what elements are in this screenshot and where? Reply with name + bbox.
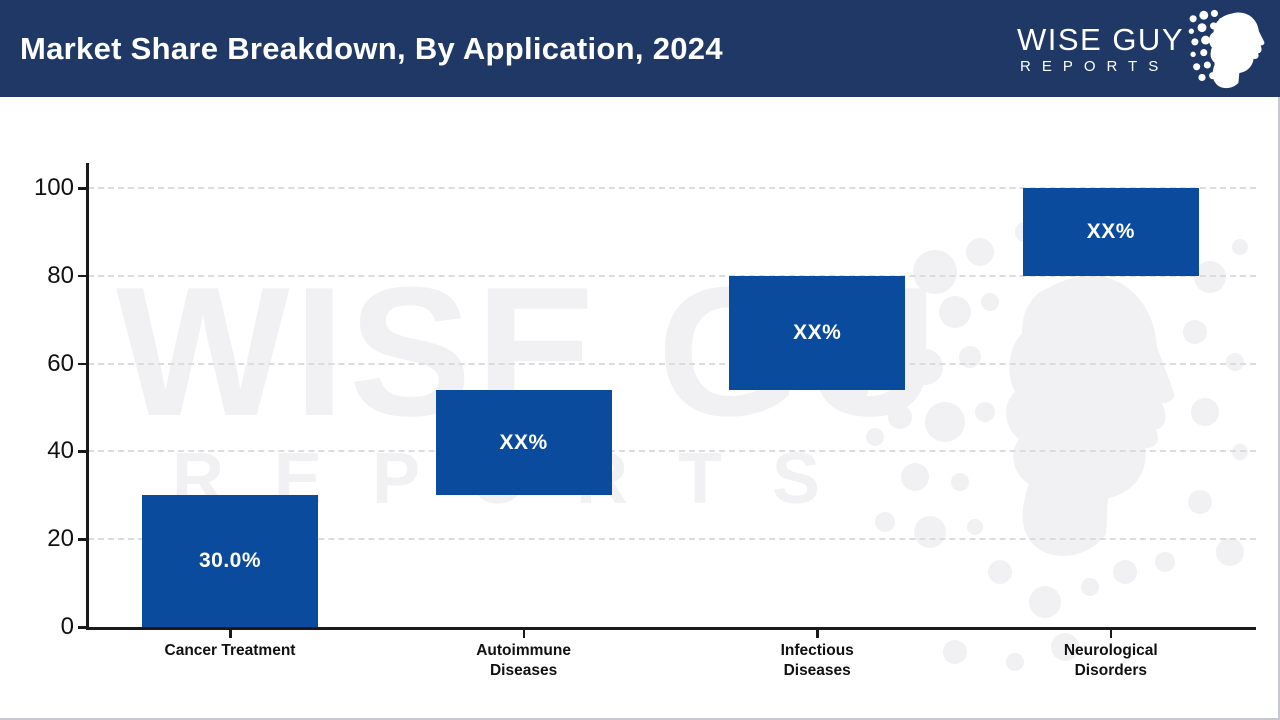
plot: 0 20 40 60 80 100 30.0% Cancer Treatment XX% Auto… xyxy=(0,97,1278,718)
y-axis-tick xyxy=(78,187,88,190)
logo-wordmark-main: WISE GUY xyxy=(1016,21,1184,57)
category-label-line: Autoimmune xyxy=(476,642,571,659)
x-axis-tick xyxy=(816,630,819,638)
category-label-autoimmune-diseases: Autoimmune Diseases xyxy=(404,641,644,681)
bar-autoimmune-diseases: XX% xyxy=(435,389,612,496)
category-label-line: Cancer Treatment xyxy=(164,642,296,659)
gridline-100 xyxy=(88,187,1256,189)
y-axis-tick xyxy=(78,274,88,278)
x-axis-tick xyxy=(229,630,232,638)
y-axis-tick xyxy=(78,450,88,453)
y-axis-tick xyxy=(78,362,88,366)
category-label-cancer-treatment: Cancer Treatment xyxy=(110,641,350,661)
y-axis-line xyxy=(86,163,89,630)
y-axis-tick xyxy=(78,538,88,541)
bar-cancer-treatment: 30.0% xyxy=(142,495,318,627)
category-label-line: Neurological xyxy=(1063,642,1158,659)
y-axis-tick-label: 100 xyxy=(33,174,74,201)
y-axis-tick xyxy=(78,626,88,629)
category-label-line: Disorders xyxy=(1074,662,1147,679)
logo-face-icon xyxy=(1188,9,1265,88)
y-axis-tick-label: 40 xyxy=(47,437,74,465)
gridline-60 xyxy=(88,362,1256,365)
page-title: Market Share Breakdown, By Application, … xyxy=(20,30,723,66)
y-axis-tick-label: 60 xyxy=(47,349,74,377)
x-axis-tick xyxy=(1109,630,1113,638)
logo-wordmark: WISE GUY REPORTS xyxy=(1017,24,1184,74)
bar-value-label: XX% xyxy=(793,320,842,344)
bar-neurological-disorders: XX% xyxy=(1022,188,1199,276)
x-axis-line xyxy=(86,627,1256,630)
bar-infectious-diseases: XX% xyxy=(729,275,906,390)
y-axis-tick-label: 80 xyxy=(47,261,74,289)
y-axis-tick-label: 0 xyxy=(60,613,74,640)
logo-wordmark-sub: REPORTS xyxy=(1019,57,1170,75)
bar-value-label: XX% xyxy=(1086,219,1135,243)
y-axis-tick-label: 20 xyxy=(47,525,74,553)
category-label-line: Diseases xyxy=(489,662,558,679)
category-label-neurological-disorders: Neurological Disorders xyxy=(991,641,1231,681)
category-label-line: Infectious xyxy=(780,642,854,659)
bar-value-label: 30.0% xyxy=(198,549,262,573)
wiseguy-logo: WISE GUY REPORTS xyxy=(1017,6,1266,92)
bar-value-label: XX% xyxy=(499,430,548,454)
header-bar: Market Share Breakdown, By Application, … xyxy=(0,0,1280,97)
gridline-20 xyxy=(88,538,1256,541)
gridline-40 xyxy=(88,450,1256,453)
category-label-infectious-diseases: Infectious Diseases xyxy=(697,641,937,681)
gridline-80 xyxy=(88,274,1256,277)
category-label-line: Diseases xyxy=(783,662,851,679)
x-axis-tick xyxy=(522,630,526,638)
